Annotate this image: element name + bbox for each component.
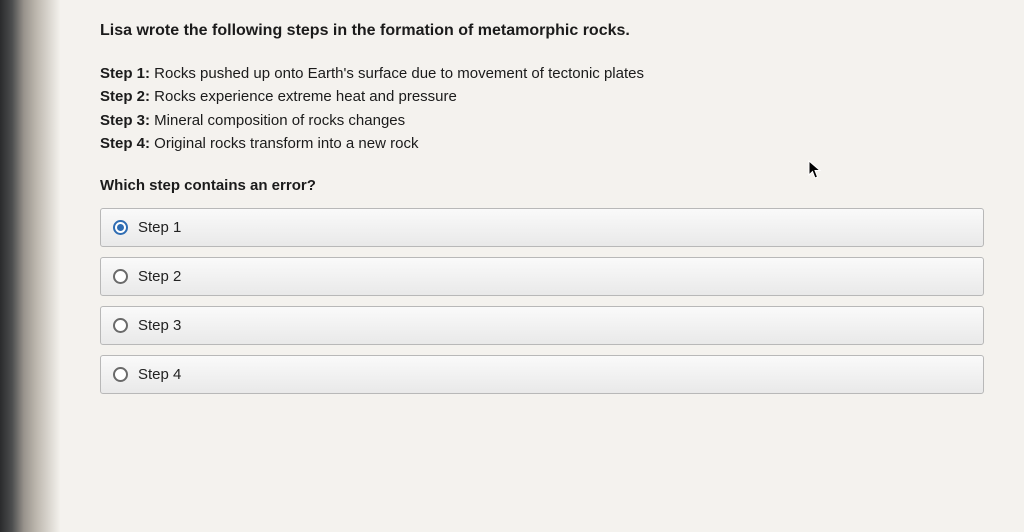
- question-sheet: Lisa wrote the following steps in the fo…: [60, 0, 1024, 532]
- step-4-text: Original rocks transform into a new rock: [150, 135, 418, 152]
- option-label: Step 2: [138, 268, 181, 285]
- radio-icon: [113, 269, 128, 284]
- radio-icon: [113, 367, 128, 382]
- question-prompt: Which step contains an error?: [100, 177, 984, 194]
- radio-icon: [113, 318, 128, 333]
- steps-list: Step 1: Rocks pushed up onto Earth's sur…: [100, 62, 984, 155]
- step-2: Step 2: Rocks experience extreme heat an…: [100, 85, 984, 108]
- option-step-4[interactable]: Step 4: [100, 355, 984, 394]
- option-label: Step 1: [138, 219, 181, 236]
- radio-icon: [113, 220, 128, 235]
- step-1-text: Rocks pushed up onto Earth's surface due…: [150, 65, 644, 82]
- step-2-label: Step 2:: [100, 88, 150, 105]
- option-step-1[interactable]: Step 1: [100, 208, 984, 247]
- page-binding-edge: [0, 0, 60, 532]
- option-step-2[interactable]: Step 2: [100, 257, 984, 296]
- step-4-label: Step 4:: [100, 135, 150, 152]
- option-label: Step 4: [138, 366, 181, 383]
- step-3-label: Step 3:: [100, 112, 150, 129]
- option-step-3[interactable]: Step 3: [100, 306, 984, 345]
- step-3-text: Mineral composition of rocks changes: [150, 112, 405, 129]
- step-2-text: Rocks experience extreme heat and pressu…: [150, 88, 457, 105]
- option-label: Step 3: [138, 317, 181, 334]
- step-1-label: Step 1:: [100, 65, 150, 82]
- step-4: Step 4: Original rocks transform into a …: [100, 132, 984, 155]
- step-1: Step 1: Rocks pushed up onto Earth's sur…: [100, 62, 984, 85]
- question-intro: Lisa wrote the following steps in the fo…: [100, 22, 984, 40]
- step-3: Step 3: Mineral composition of rocks cha…: [100, 109, 984, 132]
- answer-options: Step 1 Step 2 Step 3 Step 4: [100, 208, 984, 394]
